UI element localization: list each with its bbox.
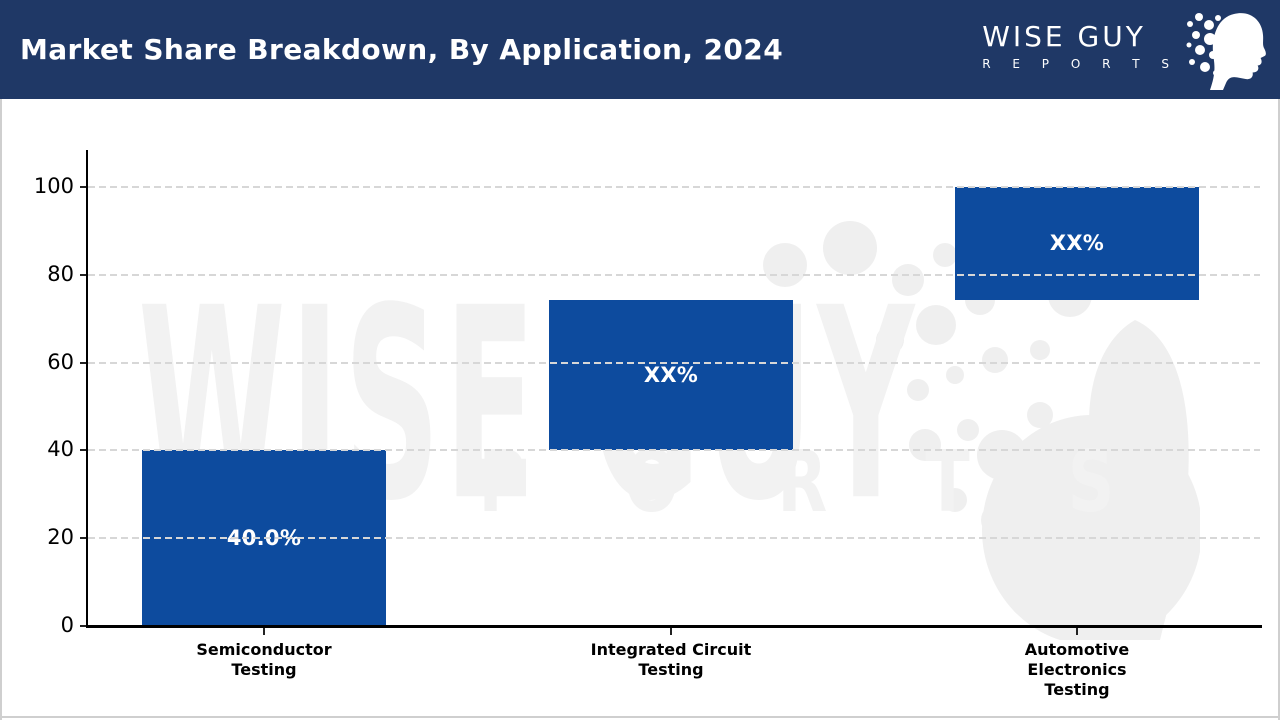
wise-guy-reports-logo: WISE GUY R E P O R T S: [982, 8, 1266, 92]
x-category-label: Integrated Circuit Testing: [590, 640, 752, 679]
bar-value-label: XX%: [643, 363, 699, 388]
y-tick-label: 60: [47, 349, 74, 374]
watermark-face-dots: [763, 221, 1200, 640]
page-border-left: [0, 99, 2, 720]
y-tick-label: 100: [33, 174, 74, 198]
x-category-label: Automotive Electronics Testing: [1024, 640, 1130, 699]
logo-subtext: R E P O R T S: [982, 57, 1178, 71]
page-title: Market Share Breakdown, By Application, …: [20, 33, 784, 66]
logo-text: WISE GUY R E P O R T S: [982, 22, 1178, 72]
bar-segment: XX%: [549, 299, 793, 451]
page-border-bottom: [0, 716, 1280, 718]
logo-wordmark: WISE GUY: [982, 20, 1146, 53]
y-tick: [80, 361, 88, 364]
x-tick: [1076, 627, 1078, 635]
x-tick: [670, 627, 672, 635]
bar-segment: XX%: [955, 187, 1199, 300]
y-tick: [80, 273, 88, 276]
y-gridline: [88, 361, 1260, 364]
y-gridline: [88, 273, 1260, 276]
y-gridline: [88, 449, 1260, 452]
header-band: Market Share Breakdown, By Application, …: [0, 0, 1280, 99]
logo-face-icon: [1186, 13, 1266, 90]
y-tick-label: 80: [47, 261, 74, 286]
y-tick: [80, 449, 88, 452]
y-tick-label: 20: [47, 525, 74, 550]
bar-value-label: XX%: [1049, 231, 1105, 256]
x-category-label: Semiconductor Testing: [196, 640, 332, 679]
y-tick: [80, 537, 88, 540]
y-tick-label: 0: [60, 613, 74, 637]
page-border-right: [1278, 99, 1280, 720]
y-tick-label: 40: [47, 437, 74, 462]
y-gridline: [88, 186, 1260, 188]
y-gridline: [88, 537, 1260, 540]
x-tick: [263, 627, 265, 635]
y-tick: [80, 625, 88, 627]
y-axis-line: [86, 150, 88, 628]
x-axis-line: [86, 625, 1262, 628]
y-tick: [80, 186, 88, 188]
